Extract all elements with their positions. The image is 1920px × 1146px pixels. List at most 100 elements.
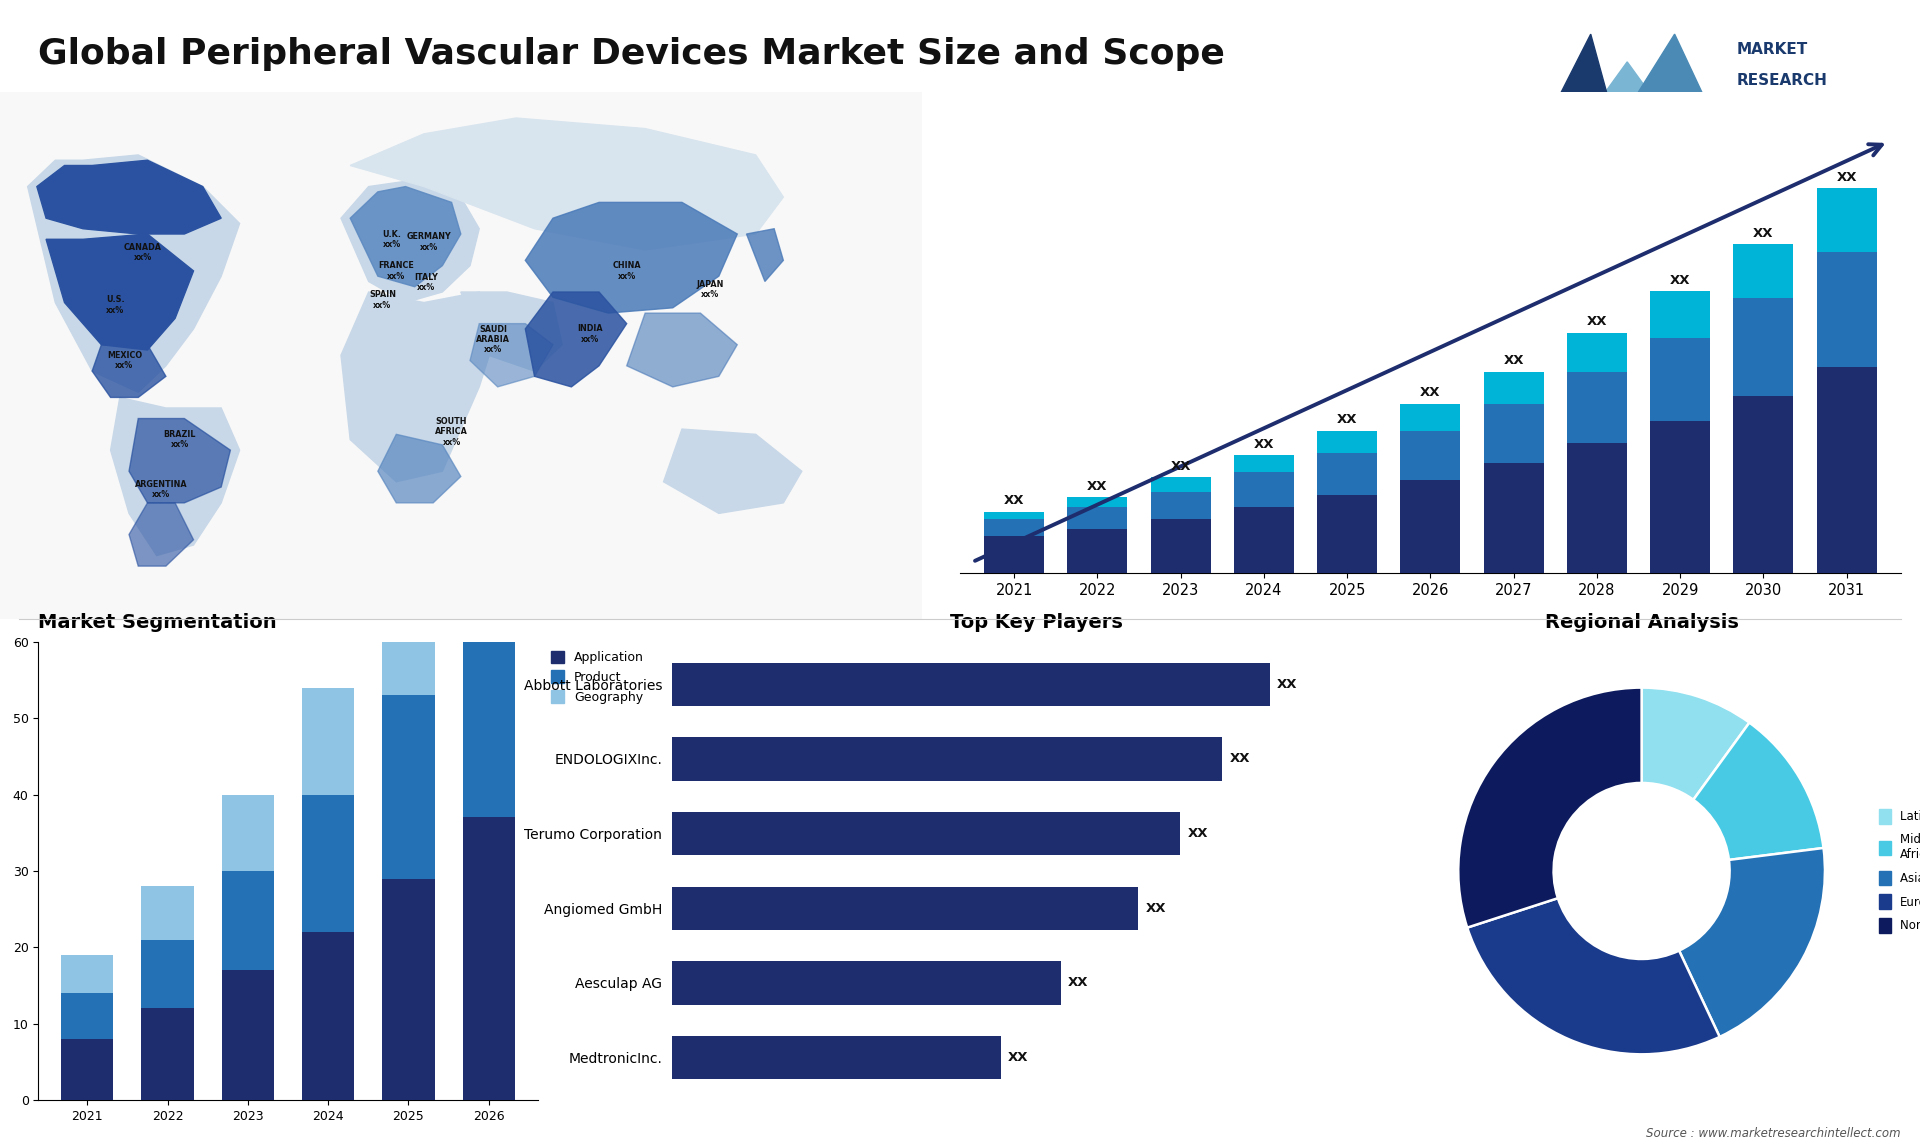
Wedge shape — [1467, 898, 1720, 1054]
Bar — [1567, 372, 1626, 444]
Polygon shape — [526, 203, 737, 313]
Text: SPAIN
xx%: SPAIN xx% — [369, 290, 396, 309]
Bar — [1068, 507, 1127, 528]
Polygon shape — [461, 292, 563, 371]
Text: XX: XX — [1503, 354, 1524, 368]
Wedge shape — [1642, 688, 1749, 800]
Bar — [1649, 338, 1711, 421]
Bar — [1150, 478, 1212, 492]
Wedge shape — [1459, 688, 1642, 927]
Polygon shape — [129, 503, 194, 566]
Bar — [1150, 492, 1212, 519]
Text: Market Segmentation: Market Segmentation — [38, 613, 276, 631]
Text: XX: XX — [1277, 677, 1298, 691]
Bar — [1734, 298, 1793, 397]
Bar — [1235, 507, 1294, 573]
Text: MEXICO
xx%: MEXICO xx% — [108, 351, 142, 370]
Text: GERMANY
xx%: GERMANY xx% — [407, 233, 451, 252]
Title: Top Key Players: Top Key Players — [950, 613, 1123, 631]
Bar — [221, 871, 275, 971]
Text: INDIA
xx%: INDIA xx% — [578, 324, 603, 344]
Text: XX: XX — [1229, 753, 1250, 766]
Text: CANADA
xx%: CANADA xx% — [125, 243, 161, 262]
Bar — [1317, 453, 1377, 495]
Polygon shape — [1580, 62, 1674, 127]
Bar — [1567, 332, 1626, 372]
Polygon shape — [747, 229, 783, 282]
Bar — [301, 794, 355, 932]
Text: XX: XX — [1421, 386, 1440, 399]
Polygon shape — [526, 292, 626, 387]
Text: FRANCE
xx%: FRANCE xx% — [378, 261, 415, 281]
Legend: Latin America, Middle East &
Africa, Asia Pacific, Europe, North America: Latin America, Middle East & Africa, Asi… — [1876, 807, 1920, 935]
Bar — [61, 994, 113, 1039]
Text: Source : www.marketresearchintellect.com: Source : www.marketresearchintellect.com — [1645, 1128, 1901, 1140]
Bar — [985, 511, 1044, 519]
Bar — [142, 1008, 194, 1100]
Bar — [142, 886, 194, 940]
Text: JAPAN
xx%: JAPAN xx% — [695, 280, 724, 299]
Text: XX: XX — [1753, 227, 1774, 240]
Polygon shape — [111, 398, 240, 556]
Text: XX: XX — [1254, 438, 1275, 450]
Bar — [61, 1039, 113, 1100]
Bar — [672, 813, 1181, 855]
Polygon shape — [1617, 34, 1718, 127]
Bar — [672, 1036, 1000, 1080]
Text: XX: XX — [1336, 414, 1357, 426]
Bar — [1484, 403, 1544, 463]
Text: SOUTH
AFRICA
xx%: SOUTH AFRICA xx% — [436, 417, 468, 447]
Bar — [1235, 472, 1294, 507]
Bar — [301, 932, 355, 1100]
Bar — [382, 696, 434, 879]
Wedge shape — [1693, 723, 1824, 860]
Bar — [463, 817, 515, 1100]
Bar — [1068, 528, 1127, 573]
Text: XX: XX — [1187, 827, 1208, 840]
Bar — [1816, 188, 1876, 252]
Bar — [1150, 519, 1212, 573]
Bar — [1317, 431, 1377, 453]
Bar — [463, 588, 515, 817]
Bar — [301, 688, 355, 794]
Bar — [1400, 403, 1461, 431]
Text: XX: XX — [1068, 976, 1089, 989]
Text: INTELLECT: INTELLECT — [1736, 104, 1828, 120]
Bar — [1649, 421, 1711, 573]
Bar — [672, 737, 1223, 780]
Bar — [221, 794, 275, 871]
Text: RESEARCH: RESEARCH — [1736, 73, 1828, 88]
Text: CHINA
xx%: CHINA xx% — [612, 261, 641, 281]
Bar — [1816, 367, 1876, 573]
Bar — [672, 887, 1139, 929]
Bar — [1068, 497, 1127, 507]
Text: XX: XX — [1004, 494, 1025, 508]
Polygon shape — [349, 118, 783, 250]
Polygon shape — [378, 434, 461, 503]
Polygon shape — [1544, 34, 1617, 127]
Bar — [142, 940, 194, 1008]
Text: MARKET: MARKET — [1736, 41, 1809, 57]
Text: XX: XX — [1586, 315, 1607, 328]
Text: Global Peripheral Vascular Devices Market Size and Scope: Global Peripheral Vascular Devices Marke… — [38, 37, 1225, 71]
Bar — [1816, 252, 1876, 367]
Bar — [1400, 480, 1461, 573]
Polygon shape — [626, 313, 737, 387]
Polygon shape — [342, 292, 497, 481]
Text: XX: XX — [1836, 171, 1857, 183]
Bar — [672, 662, 1269, 706]
Text: XX: XX — [1670, 274, 1690, 286]
Text: XX: XX — [1146, 902, 1165, 915]
Text: ITALY
xx%: ITALY xx% — [415, 273, 438, 292]
Polygon shape — [92, 345, 165, 398]
Polygon shape — [664, 429, 803, 513]
Text: XX: XX — [1087, 479, 1108, 493]
Text: SAUDI
ARABIA
xx%: SAUDI ARABIA xx% — [476, 324, 511, 354]
Polygon shape — [349, 187, 461, 286]
Polygon shape — [470, 323, 553, 387]
Bar — [1484, 463, 1544, 573]
Bar — [1734, 397, 1793, 573]
Text: BRAZIL
xx%: BRAZIL xx% — [163, 430, 196, 449]
Bar — [1649, 291, 1711, 338]
Text: ARGENTINA
xx%: ARGENTINA xx% — [134, 480, 188, 500]
